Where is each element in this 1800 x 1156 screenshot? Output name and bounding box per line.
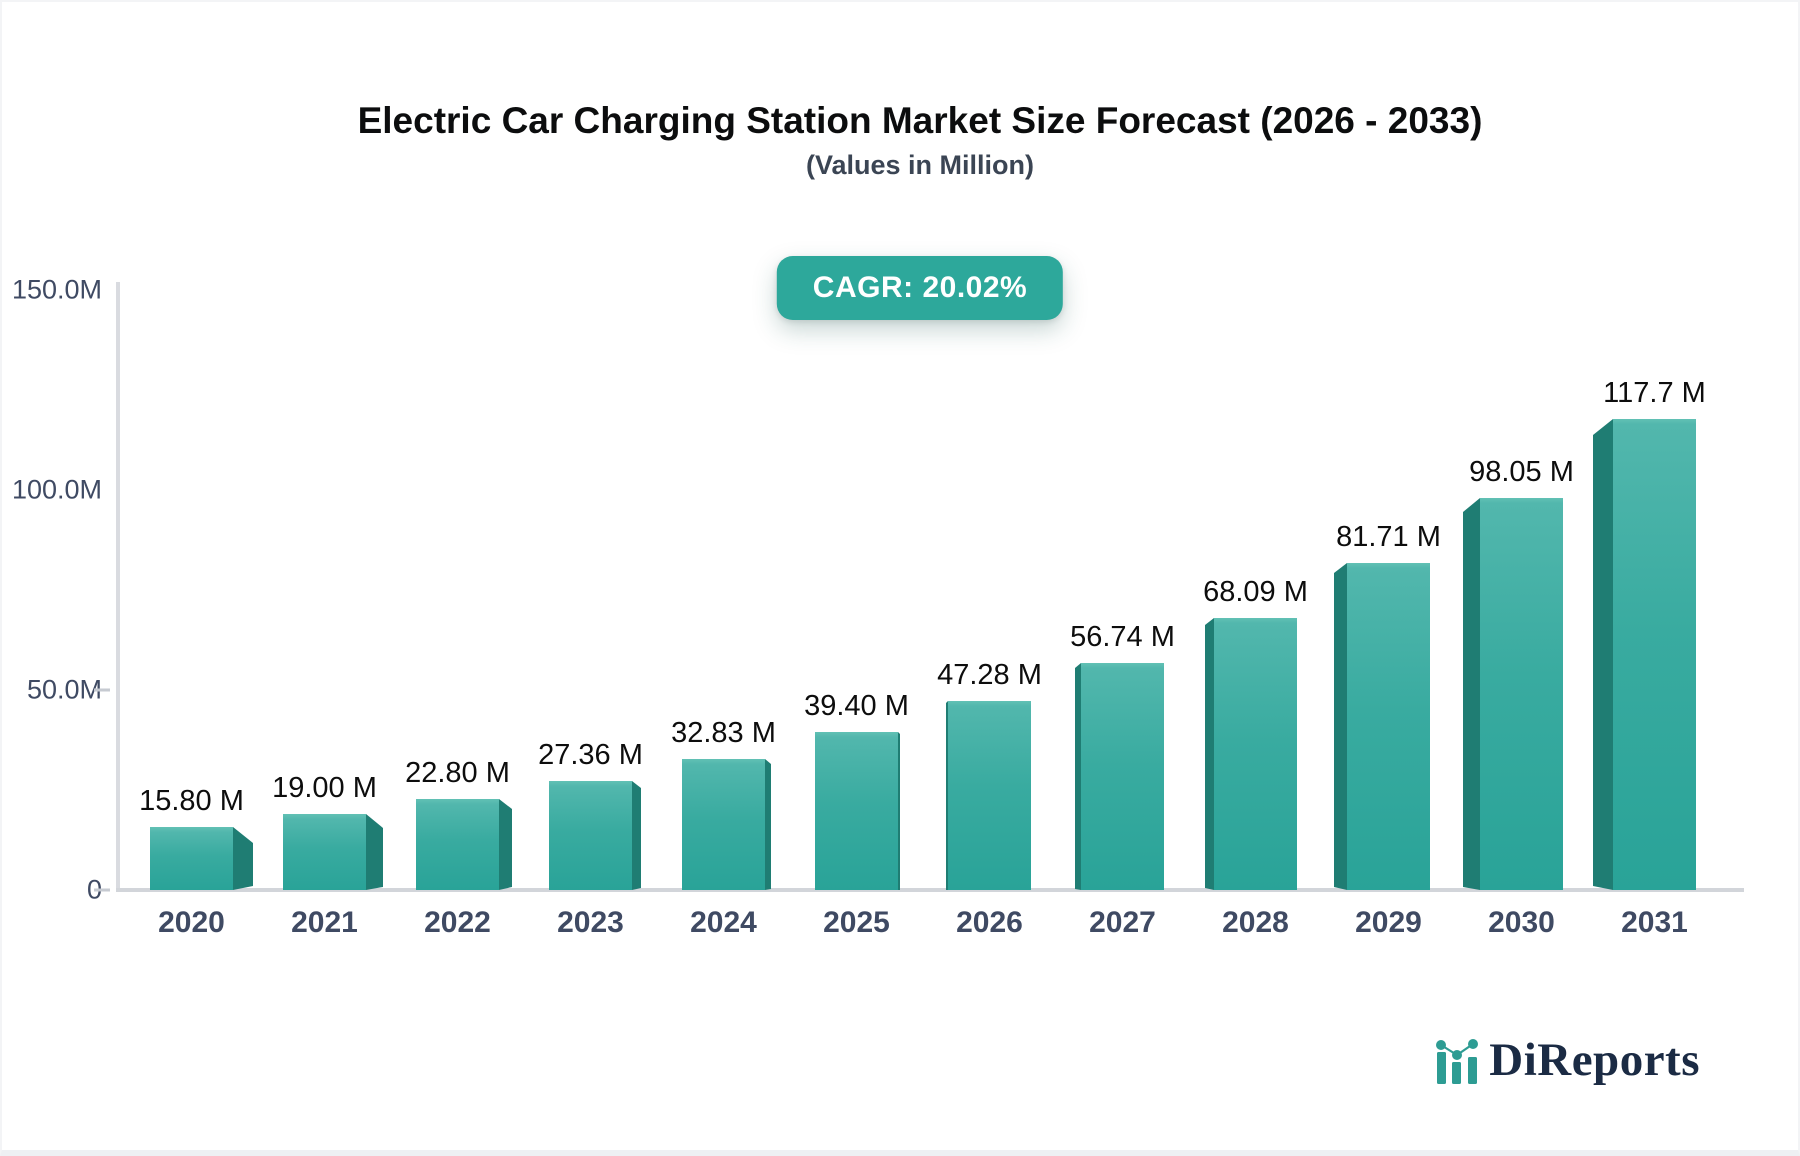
value-label-2030: 98.05 M <box>1469 456 1574 488</box>
bar-side-2027 <box>1075 663 1081 890</box>
value-label-2027: 56.74 M <box>1070 621 1175 653</box>
bar-2030 <box>1480 498 1563 890</box>
y-tick-label-0: 0 <box>2 875 102 906</box>
bar-2020 <box>150 827 233 890</box>
x-axis-line <box>116 888 1744 892</box>
x-label-2026: 2026 <box>956 906 1023 939</box>
value-label-2031: 117.7 M <box>1603 377 1706 409</box>
page-title: Electric Car Charging Station Market Siz… <box>357 100 1483 141</box>
bar-side-2021 <box>366 814 383 890</box>
y-tick-mark <box>94 888 110 892</box>
y-axis-line <box>116 282 120 892</box>
value-label-2020: 15.80 M <box>139 785 244 817</box>
x-label-2023: 2023 <box>557 906 624 939</box>
x-label-2022: 2022 <box>424 906 491 939</box>
bar-side-2030 <box>1463 498 1480 890</box>
brand-logo: DiReports <box>1435 1032 1700 1084</box>
bar-2021 <box>283 814 366 890</box>
y-tick-label-150.0M: 150.0M <box>11 274 102 305</box>
value-label-2025: 39.40 M <box>804 690 909 722</box>
bar-side-2026 <box>946 701 948 890</box>
x-label-2031: 2031 <box>1621 906 1688 939</box>
bar-2028 <box>1214 618 1297 890</box>
bar-2023 <box>549 781 632 890</box>
bar-2024 <box>682 759 765 890</box>
y-tick-label-50.0M: 50.0M <box>26 674 102 705</box>
bar-side-2022 <box>499 799 512 890</box>
bar-2027 <box>1081 663 1164 890</box>
bar-2026 <box>948 701 1031 890</box>
x-label-2029: 2029 <box>1355 906 1422 939</box>
x-label-2024: 2024 <box>690 906 757 939</box>
y-tick-label-100.0M: 100.0M <box>11 474 102 505</box>
bar-2031 <box>1613 419 1696 890</box>
bar-side-2029 <box>1334 563 1347 890</box>
x-label-2030: 2030 <box>1488 906 1555 939</box>
x-label-2027: 2027 <box>1089 906 1156 939</box>
bar-side-2020 <box>233 827 253 890</box>
bar-2022 <box>416 799 499 890</box>
page-subtitle: (Values in Million) <box>805 150 1035 180</box>
bar-2025 <box>815 732 898 890</box>
x-label-2020: 2020 <box>158 906 225 939</box>
logo-text: DiReports <box>1489 1034 1700 1086</box>
value-label-2028: 68.09 M <box>1203 576 1308 608</box>
x-label-2025: 2025 <box>823 906 890 939</box>
value-label-2029: 81.71 M <box>1336 521 1441 553</box>
bar-side-2028 <box>1205 618 1214 890</box>
bar-side-2023 <box>632 781 641 890</box>
y-tick-mark <box>94 688 110 692</box>
bar-side-2031 <box>1593 419 1613 890</box>
x-label-2021: 2021 <box>291 906 358 939</box>
cagr-badge: CAGR: 20.02% <box>776 256 1064 320</box>
bar-2029 <box>1347 563 1430 890</box>
bar-side-2024 <box>765 759 771 890</box>
bar-side-2025 <box>898 732 900 890</box>
x-label-2028: 2028 <box>1222 906 1289 939</box>
value-label-2022: 22.80 M <box>405 757 510 789</box>
value-label-2021: 19.00 M <box>272 772 377 804</box>
value-label-2026: 47.28 M <box>937 659 1042 691</box>
value-label-2024: 32.83 M <box>671 717 776 749</box>
logo-bars-icon <box>1436 1039 1479 1084</box>
value-label-2023: 27.36 M <box>538 739 643 771</box>
